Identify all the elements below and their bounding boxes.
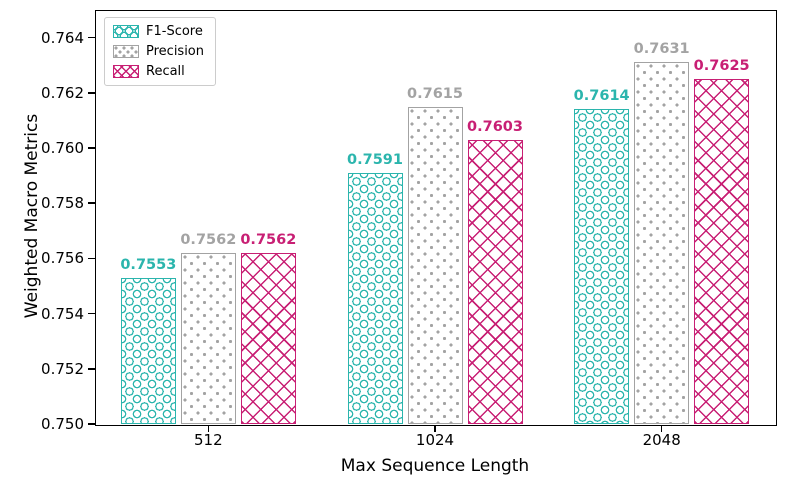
y-tick-label: 0.750 [41,415,84,433]
bar-value-label: 0.7553 [120,256,177,273]
bar-value-label: 0.7614 [573,88,630,105]
y-tick-mark [88,92,95,94]
legend-swatch-icon [113,45,139,58]
x-tick-mark [207,425,210,432]
bar-value-label: 0.7591 [347,151,403,168]
x-tick-label: 1024 [415,431,455,449]
bar-f1-score-1024 [347,172,403,424]
legend: F1-Score Precision Recall [104,17,217,86]
legend-item-f1-score: F1-Score [113,24,204,39]
x-tick-mark [434,425,436,432]
legend-label: Precision [146,44,205,59]
y-tick-mark [88,202,95,204]
y-tick-mark [88,423,95,425]
bar-precision-512 [180,252,236,424]
y-tick-label: 0.760 [41,139,84,157]
y-tick-mark [88,36,95,39]
y-axis-label: Weighted Macro Metrics [22,113,42,319]
legend-swatch-icon [113,65,139,78]
bar-value-label: 0.7615 [407,85,463,102]
bar-value-label: 0.7631 [633,41,690,58]
legend-label: F1-Score [146,24,203,39]
y-tick-label: 0.752 [41,359,84,378]
bar-value-label: 0.7625 [693,58,750,74]
bar-recall-512 [240,252,296,424]
bar-f1-score-512 [120,277,176,424]
y-tick-mark [88,257,95,260]
y-tick-label: 0.762 [41,83,84,102]
y-tick-label: 0.756 [41,249,84,268]
y-tick-label: 0.764 [41,28,84,47]
y-tick-mark [88,312,95,315]
bar-precision-1024 [407,106,463,424]
bar-f1-score-2048 [574,109,630,424]
legend-swatch-icon [113,25,139,38]
bar-precision-2048 [634,62,690,424]
bar-recall-1024 [467,139,523,424]
y-tick-label: 0.754 [41,304,84,323]
y-tick-mark [88,147,95,149]
y-tick-mark [88,368,95,370]
legend-label: Recall [146,64,185,79]
x-tick-mark [660,425,663,432]
x-axis-label: Max Sequence Length [340,456,530,476]
y-tick-label: 0.758 [41,194,84,213]
legend-item-recall: Recall [113,64,204,79]
bar-value-label: 0.7562 [180,231,237,248]
bar-value-label: 0.7603 [467,118,523,135]
x-tick-label: 2048 [642,431,681,449]
x-tick-label: 512 [194,431,223,449]
bar-recall-2048 [694,79,750,424]
bar-value-label: 0.7562 [240,231,297,248]
legend-item-precision: Precision [113,44,204,59]
